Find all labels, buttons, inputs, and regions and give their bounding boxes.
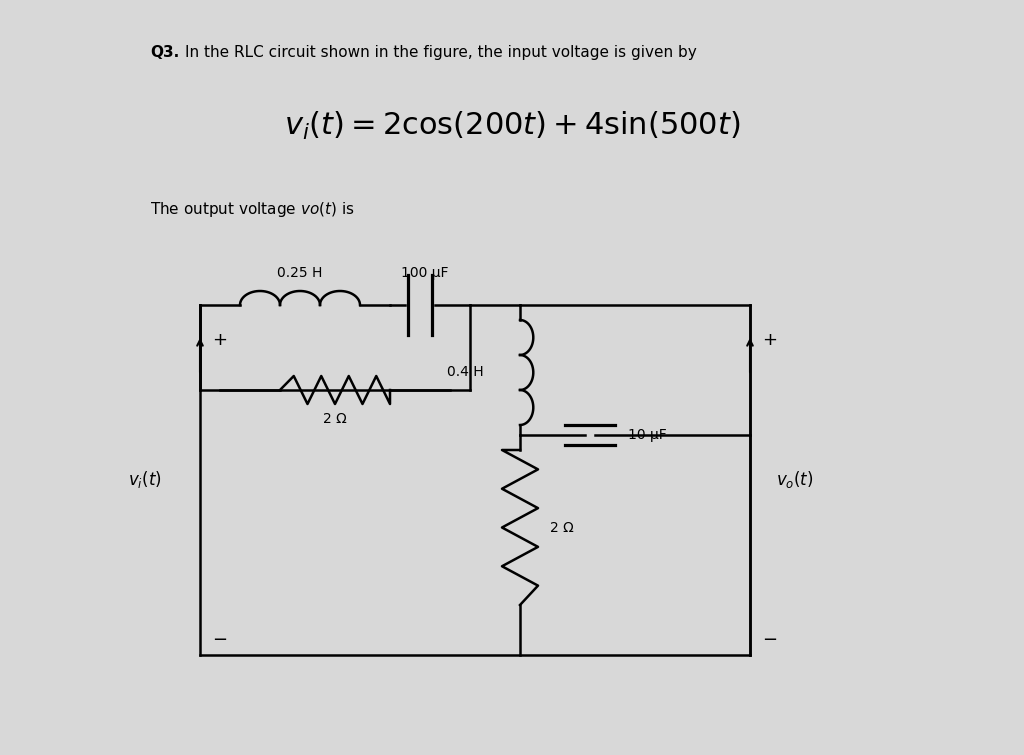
Text: $v_o(t)$: $v_o(t)$ (776, 470, 814, 491)
Text: 0.4 H: 0.4 H (446, 365, 483, 380)
Text: $v_i(t) = 2\cos(200t) + 4\sin(500t)$: $v_i(t) = 2\cos(200t) + 4\sin(500t)$ (284, 110, 740, 142)
Text: 2 Ω: 2 Ω (550, 520, 573, 535)
Text: +: + (212, 331, 227, 349)
Text: −: − (762, 631, 777, 649)
Text: 10 μF: 10 μF (628, 428, 667, 442)
Text: $v_i(t)$: $v_i(t)$ (128, 470, 162, 491)
Text: Q3.: Q3. (150, 45, 179, 60)
Text: The output voltage $vo(t)$ is: The output voltage $vo(t)$ is (150, 200, 354, 219)
Text: 0.25 H: 0.25 H (278, 266, 323, 280)
Text: +: + (762, 331, 777, 349)
Text: 100 μF: 100 μF (401, 266, 449, 280)
Text: −: − (212, 631, 227, 649)
Text: 2 Ω: 2 Ω (324, 412, 347, 426)
Text: In the RLC circuit shown in the figure, the input voltage is given by: In the RLC circuit shown in the figure, … (185, 45, 696, 60)
